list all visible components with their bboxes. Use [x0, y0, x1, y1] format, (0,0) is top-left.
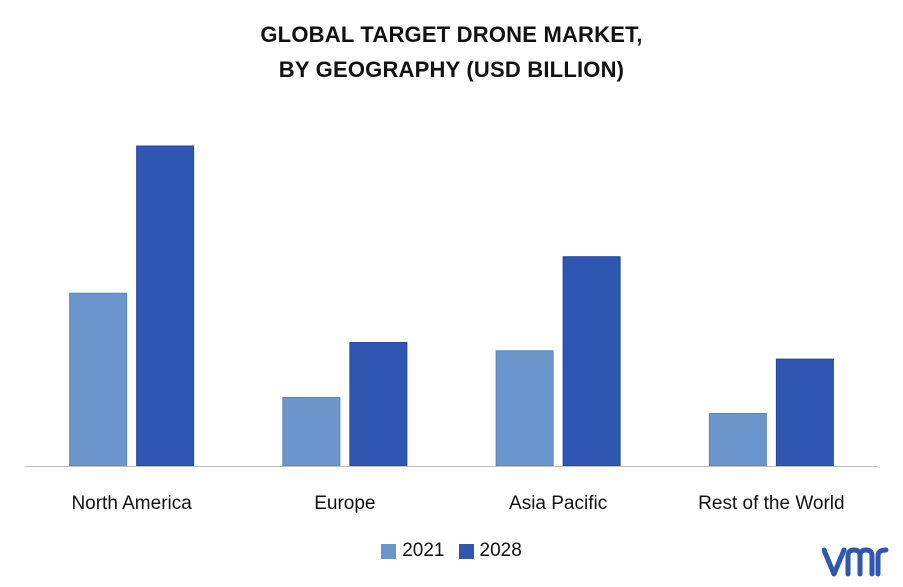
chart-title-line2: BY GEOGRAPHY (USD BILLION) [278, 57, 625, 82]
bar-2021-north-america [69, 292, 128, 467]
legend-swatch-2021 [381, 543, 397, 559]
legend-label-2028: 2028 [479, 540, 522, 561]
legend-item-2028: 2028 [458, 540, 522, 562]
x-tick-label: North America [71, 493, 192, 514]
legend: 2021 2028 [0, 540, 903, 562]
vmr-logo-icon [822, 547, 889, 577]
chart-title-line1: GLOBAL TARGET DRONE MARKET, [260, 22, 643, 47]
bar-2021-europe [282, 397, 341, 467]
legend-item-2021: 2021 [381, 540, 445, 562]
bar-2028-rest-of-the-world [775, 358, 834, 467]
bar-2028-europe [349, 341, 408, 467]
legend-label-2021: 2021 [402, 540, 445, 561]
x-tick-label: Asia Pacific [509, 493, 607, 514]
legend-swatch-2028 [458, 543, 474, 559]
bar-2028-north-america [136, 145, 195, 467]
x-tick-label: Rest of the World [698, 493, 844, 514]
bar-2021-asia-pacific [495, 350, 554, 467]
x-tick-label: Europe [314, 493, 375, 514]
bar-2021-rest-of-the-world [708, 413, 767, 467]
bar-2028-asia-pacific [562, 256, 621, 467]
